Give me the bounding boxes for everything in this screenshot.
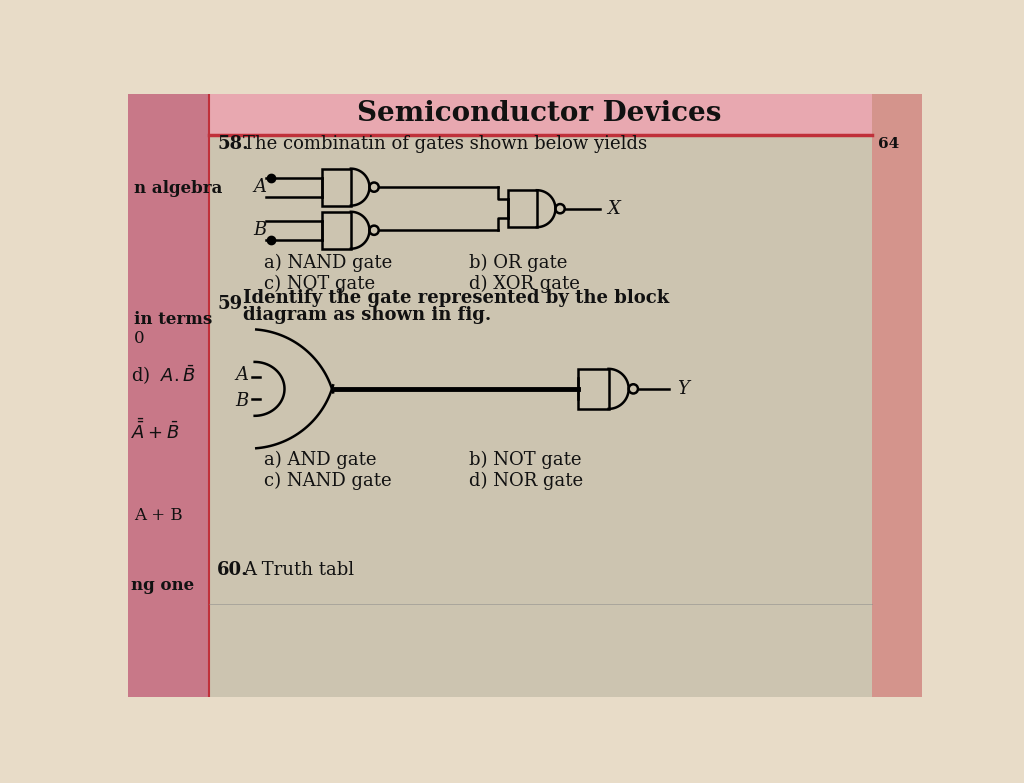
Text: A Truth tabl: A Truth tabl [243, 561, 354, 579]
Text: d)  $A.\bar{B}$: d) $A.\bar{B}$ [131, 363, 196, 387]
Text: Semiconductor Devices: Semiconductor Devices [356, 100, 721, 128]
Text: B: B [234, 392, 248, 410]
Text: 60.: 60. [217, 561, 249, 579]
Text: $\bar{\bar{A}}+\bar{B}$: $\bar{\bar{A}}+\bar{B}$ [131, 419, 180, 443]
Bar [322, 168, 351, 206]
Bar [578, 369, 608, 409]
Text: diagram as shown in fig.: diagram as shown in fig. [243, 306, 490, 324]
Bar [209, 94, 872, 697]
Text: 0: 0 [134, 330, 144, 348]
Text: a) AND gate: a) AND gate [263, 450, 376, 469]
Text: b) OR gate: b) OR gate [469, 254, 567, 272]
Text: b) NOT gate: b) NOT gate [469, 450, 582, 469]
Bar [209, 94, 876, 135]
Text: d) XOR gate: d) XOR gate [469, 275, 580, 294]
Text: in terms: in terms [134, 311, 212, 328]
Text: A + B: A + B [134, 507, 183, 525]
Text: n algebra: n algebra [134, 180, 222, 197]
Text: 59.: 59. [217, 295, 249, 313]
Text: Y: Y [677, 380, 688, 398]
Bar [872, 94, 922, 697]
Text: a) NAND gate: a) NAND gate [263, 254, 392, 272]
Text: c) NAND gate: c) NAND gate [263, 472, 391, 490]
Bar [128, 94, 209, 697]
Text: 64: 64 [879, 137, 899, 151]
Text: ng one: ng one [131, 577, 195, 594]
Text: d) NOR gate: d) NOR gate [469, 472, 583, 490]
Text: B: B [253, 222, 266, 240]
Text: 58.: 58. [217, 135, 249, 153]
Text: Identify the gate represented by the block: Identify the gate represented by the blo… [243, 289, 669, 307]
Text: The combinatin of gates shown below yields: The combinatin of gates shown below yiel… [243, 135, 647, 153]
Text: X: X [607, 200, 621, 218]
Bar [322, 211, 351, 249]
Text: A: A [236, 366, 248, 384]
Text: A: A [253, 178, 266, 196]
Bar [508, 190, 537, 227]
Text: c) NOT gate: c) NOT gate [263, 275, 375, 294]
